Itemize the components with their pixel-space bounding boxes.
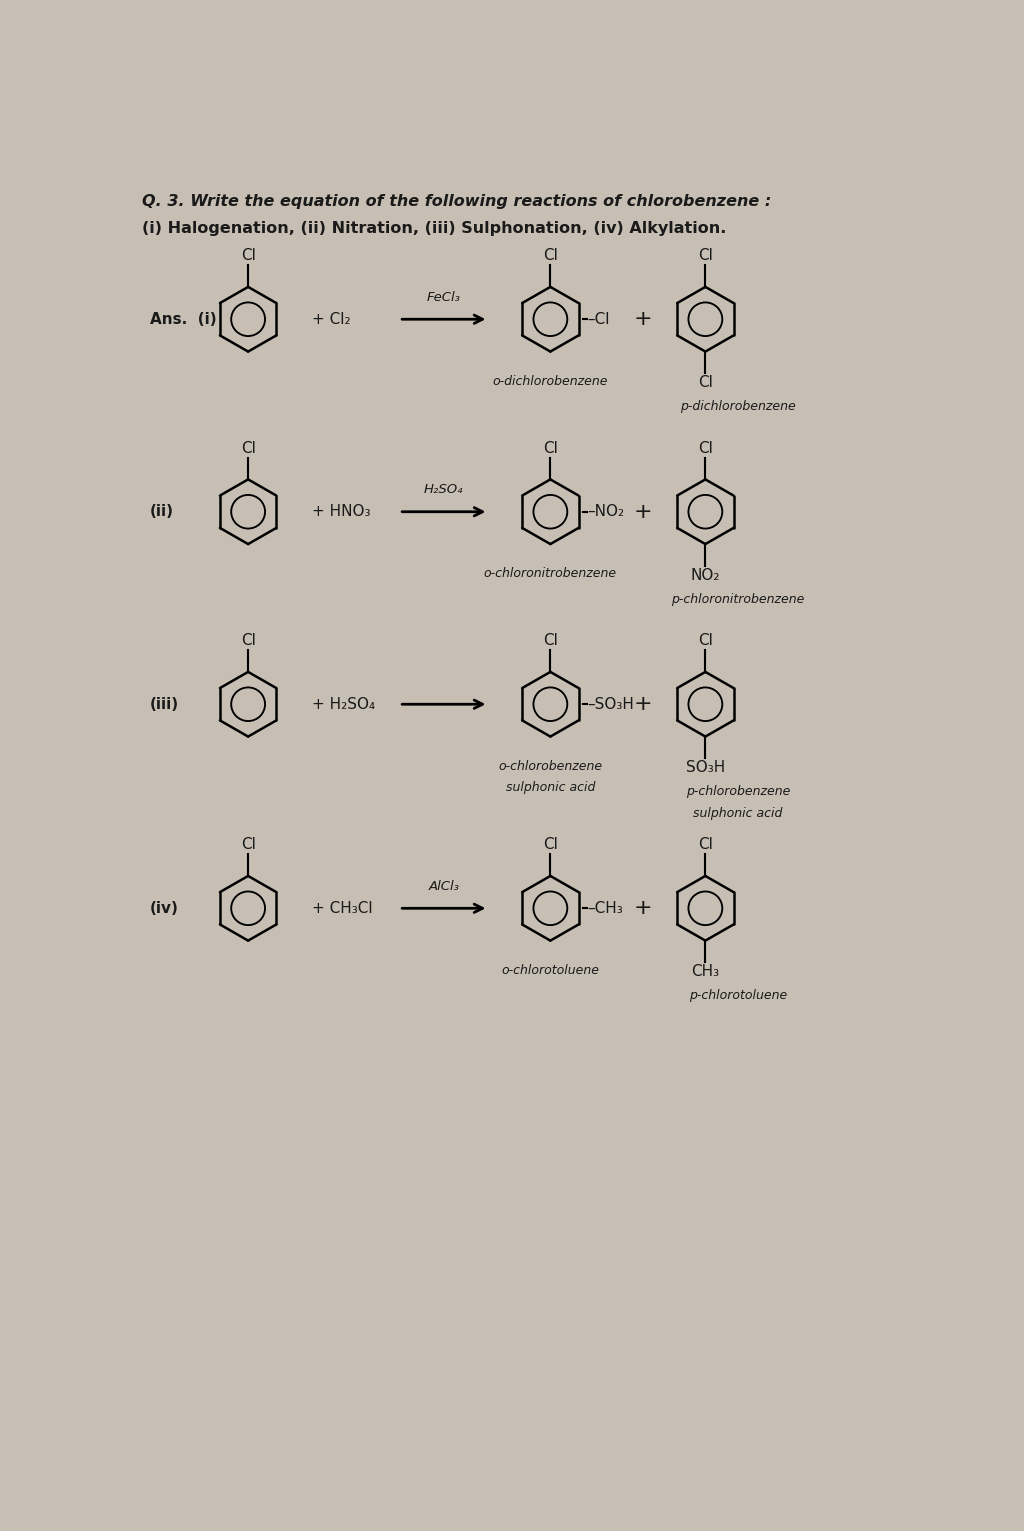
Text: Cl: Cl	[543, 441, 558, 456]
Text: +: +	[634, 899, 652, 919]
Text: +: +	[634, 502, 652, 522]
Text: +: +	[634, 694, 652, 715]
Text: –SO₃H: –SO₃H	[587, 697, 634, 712]
Text: (i) Halogenation, (ii) Nitration, (iii) Sulphonation, (iv) Alkylation.: (i) Halogenation, (ii) Nitration, (iii) …	[142, 222, 726, 236]
Text: + Cl₂: + Cl₂	[312, 312, 351, 326]
Text: Cl: Cl	[698, 375, 713, 390]
Text: Cl: Cl	[698, 837, 713, 853]
Text: (iv): (iv)	[150, 900, 178, 916]
Text: Cl: Cl	[543, 837, 558, 853]
Text: –Cl: –Cl	[587, 312, 609, 326]
Text: NO₂: NO₂	[690, 568, 720, 583]
Text: AlCl₃: AlCl₃	[428, 880, 460, 893]
Text: Cl: Cl	[698, 248, 713, 263]
Text: Cl: Cl	[698, 632, 713, 648]
Text: Cl: Cl	[543, 632, 558, 648]
Text: –NO₂: –NO₂	[587, 504, 624, 519]
Text: (iii): (iii)	[150, 697, 179, 712]
Text: o-dichlorobenzene: o-dichlorobenzene	[493, 375, 608, 387]
Text: p-dichlorobenzene: p-dichlorobenzene	[680, 400, 796, 413]
Text: p-chlorobenzene: p-chlorobenzene	[686, 785, 791, 798]
Text: –CH₃: –CH₃	[587, 900, 623, 916]
Text: H₂SO₄: H₂SO₄	[424, 484, 464, 496]
Text: FeCl₃: FeCl₃	[427, 291, 461, 303]
Text: o-chlorobenzene: o-chlorobenzene	[499, 759, 602, 773]
Text: CH₃: CH₃	[691, 965, 720, 980]
Text: Cl: Cl	[241, 441, 256, 456]
Text: o-chloronitrobenzene: o-chloronitrobenzene	[483, 566, 616, 580]
Text: sulphonic acid: sulphonic acid	[693, 807, 782, 819]
Text: Q. 3. Write the equation of the following reactions of chlorobenzene :: Q. 3. Write the equation of the followin…	[142, 194, 771, 208]
Text: + CH₃Cl: + CH₃Cl	[312, 900, 373, 916]
Text: Cl: Cl	[241, 632, 256, 648]
Text: sulphonic acid: sulphonic acid	[506, 781, 595, 795]
Text: p-chloronitrobenzene: p-chloronitrobenzene	[672, 592, 805, 606]
Text: Cl: Cl	[241, 248, 256, 263]
Text: SO₃H: SO₃H	[686, 761, 725, 775]
Text: + HNO₃: + HNO₃	[312, 504, 371, 519]
Text: Cl: Cl	[241, 837, 256, 853]
Text: + H₂SO₄: + H₂SO₄	[312, 697, 376, 712]
Text: Cl: Cl	[698, 441, 713, 456]
Text: Ans.  (i): Ans. (i)	[150, 312, 216, 326]
Text: Cl: Cl	[543, 248, 558, 263]
Text: o-chlorotoluene: o-chlorotoluene	[502, 963, 599, 977]
Text: (ii): (ii)	[150, 504, 174, 519]
Text: p-chlorotoluene: p-chlorotoluene	[689, 989, 787, 1003]
Text: +: +	[634, 309, 652, 329]
